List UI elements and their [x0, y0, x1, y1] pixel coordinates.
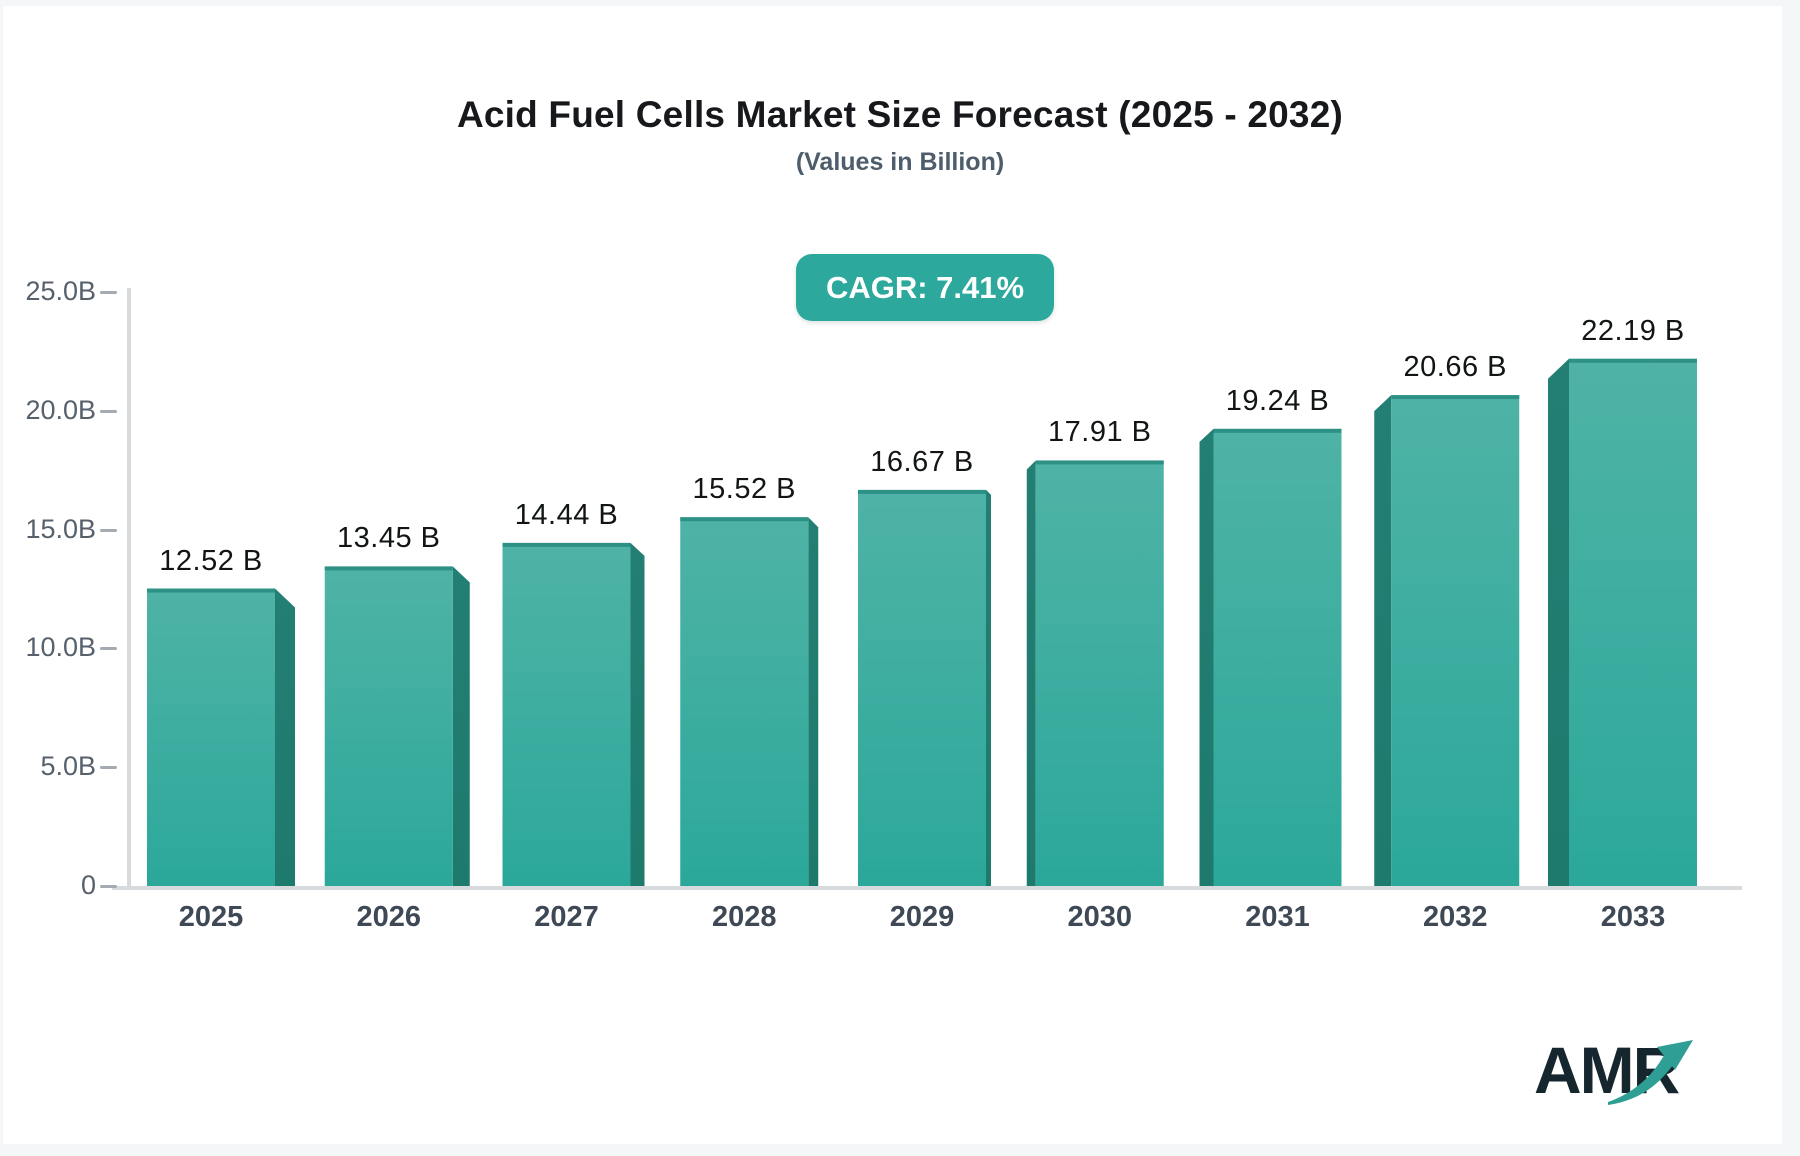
- bar-value-label: 20.66 B: [1403, 351, 1507, 384]
- x-axis-label: 2028: [711, 901, 777, 933]
- y-axis-tick-label: 0: [80, 870, 96, 900]
- bar-top-edge: [1569, 358, 1697, 363]
- bar-value-label: 17.91 B: [1048, 416, 1152, 449]
- page-edge-top: [0, 0, 1800, 6]
- amr-logo: AMR: [1530, 1030, 1730, 1120]
- x-axis-label: 2025: [178, 901, 244, 933]
- amr-logo-arrow-icon: [1608, 1040, 1693, 1105]
- x-axis-label: 2031: [1245, 901, 1310, 933]
- bar-side: [630, 542, 645, 886]
- bar-side: [1199, 428, 1214, 886]
- bar-side: [1374, 395, 1392, 886]
- y-axis-tick-mark: [100, 409, 117, 413]
- page-edge-left: [0, 0, 3, 1156]
- x-axis-label: 2033: [1600, 901, 1666, 933]
- bar-top-edge: [1391, 395, 1520, 400]
- bar-top-edge: [502, 542, 631, 547]
- x-axis-label: 2027: [534, 901, 599, 933]
- bar-value-label: 13.45 B: [337, 522, 441, 555]
- bar-side: [275, 588, 295, 886]
- x-axis-line: [112, 886, 1742, 890]
- page-edge-right: [1782, 0, 1800, 1156]
- y-axis-tick-mark: [100, 528, 117, 532]
- bar-front: [1391, 395, 1520, 886]
- bar-top-edge: [858, 489, 986, 494]
- page-edge-bottom: [0, 1144, 1800, 1156]
- bar-front: [1213, 428, 1342, 886]
- bar-value-label: 16.67 B: [870, 445, 974, 478]
- bar-side: [1026, 460, 1036, 886]
- bar-top-edge: [147, 588, 275, 593]
- bar-front: [324, 566, 453, 886]
- y-axis-tick-label: 20.0B: [25, 394, 96, 425]
- bar-front: [502, 542, 631, 886]
- bar-top-edge: [1035, 460, 1164, 465]
- y-axis-tick-mark: [100, 766, 117, 770]
- y-axis-line: [127, 288, 131, 890]
- y-axis-tick-label: 5.0B: [40, 751, 96, 782]
- x-axis-label: 2029: [889, 901, 955, 933]
- y-axis-tick-label: 25.0B: [25, 276, 96, 306]
- bar-front: [147, 588, 275, 886]
- bar-value-label: 12.52 B: [159, 544, 263, 577]
- y-axis-tick-label: 15.0B: [25, 513, 96, 544]
- bar-value-label: 15.52 B: [692, 473, 796, 506]
- x-axis-label: 2030: [1067, 901, 1132, 933]
- bar-front: [1569, 358, 1697, 886]
- chart-title: Acid Fuel Cells Market Size Forecast (20…: [456, 94, 1344, 135]
- bar-side: [1548, 358, 1569, 886]
- x-axis-label: 2032: [1422, 901, 1488, 933]
- cagr-badge: CAGR: 7.41%: [796, 254, 1054, 321]
- y-axis-tick-label: 10.0B: [25, 632, 96, 663]
- bar-side: [986, 489, 991, 886]
- bar-front: [1035, 460, 1164, 886]
- y-axis-tick-mark: [100, 291, 117, 294]
- bar-top-edge: [680, 517, 809, 522]
- bar-front: [858, 489, 986, 886]
- bar-front: [680, 517, 809, 886]
- y-axis-tick-mark: [100, 647, 117, 651]
- bar-value-label: 19.24 B: [1225, 384, 1330, 417]
- bar-value-label: 22.19 B: [1581, 314, 1685, 347]
- bar-top-edge: [1213, 428, 1342, 433]
- bar-side: [808, 517, 819, 886]
- chart-subtitle: (Values in Billion): [795, 148, 1005, 176]
- x-axis-label: 2026: [356, 901, 421, 933]
- bar-top-edge: [324, 566, 453, 571]
- y-axis-tick-mark: [100, 885, 117, 888]
- bar-value-label: 14.44 B: [514, 498, 619, 531]
- bar-side: [452, 566, 470, 886]
